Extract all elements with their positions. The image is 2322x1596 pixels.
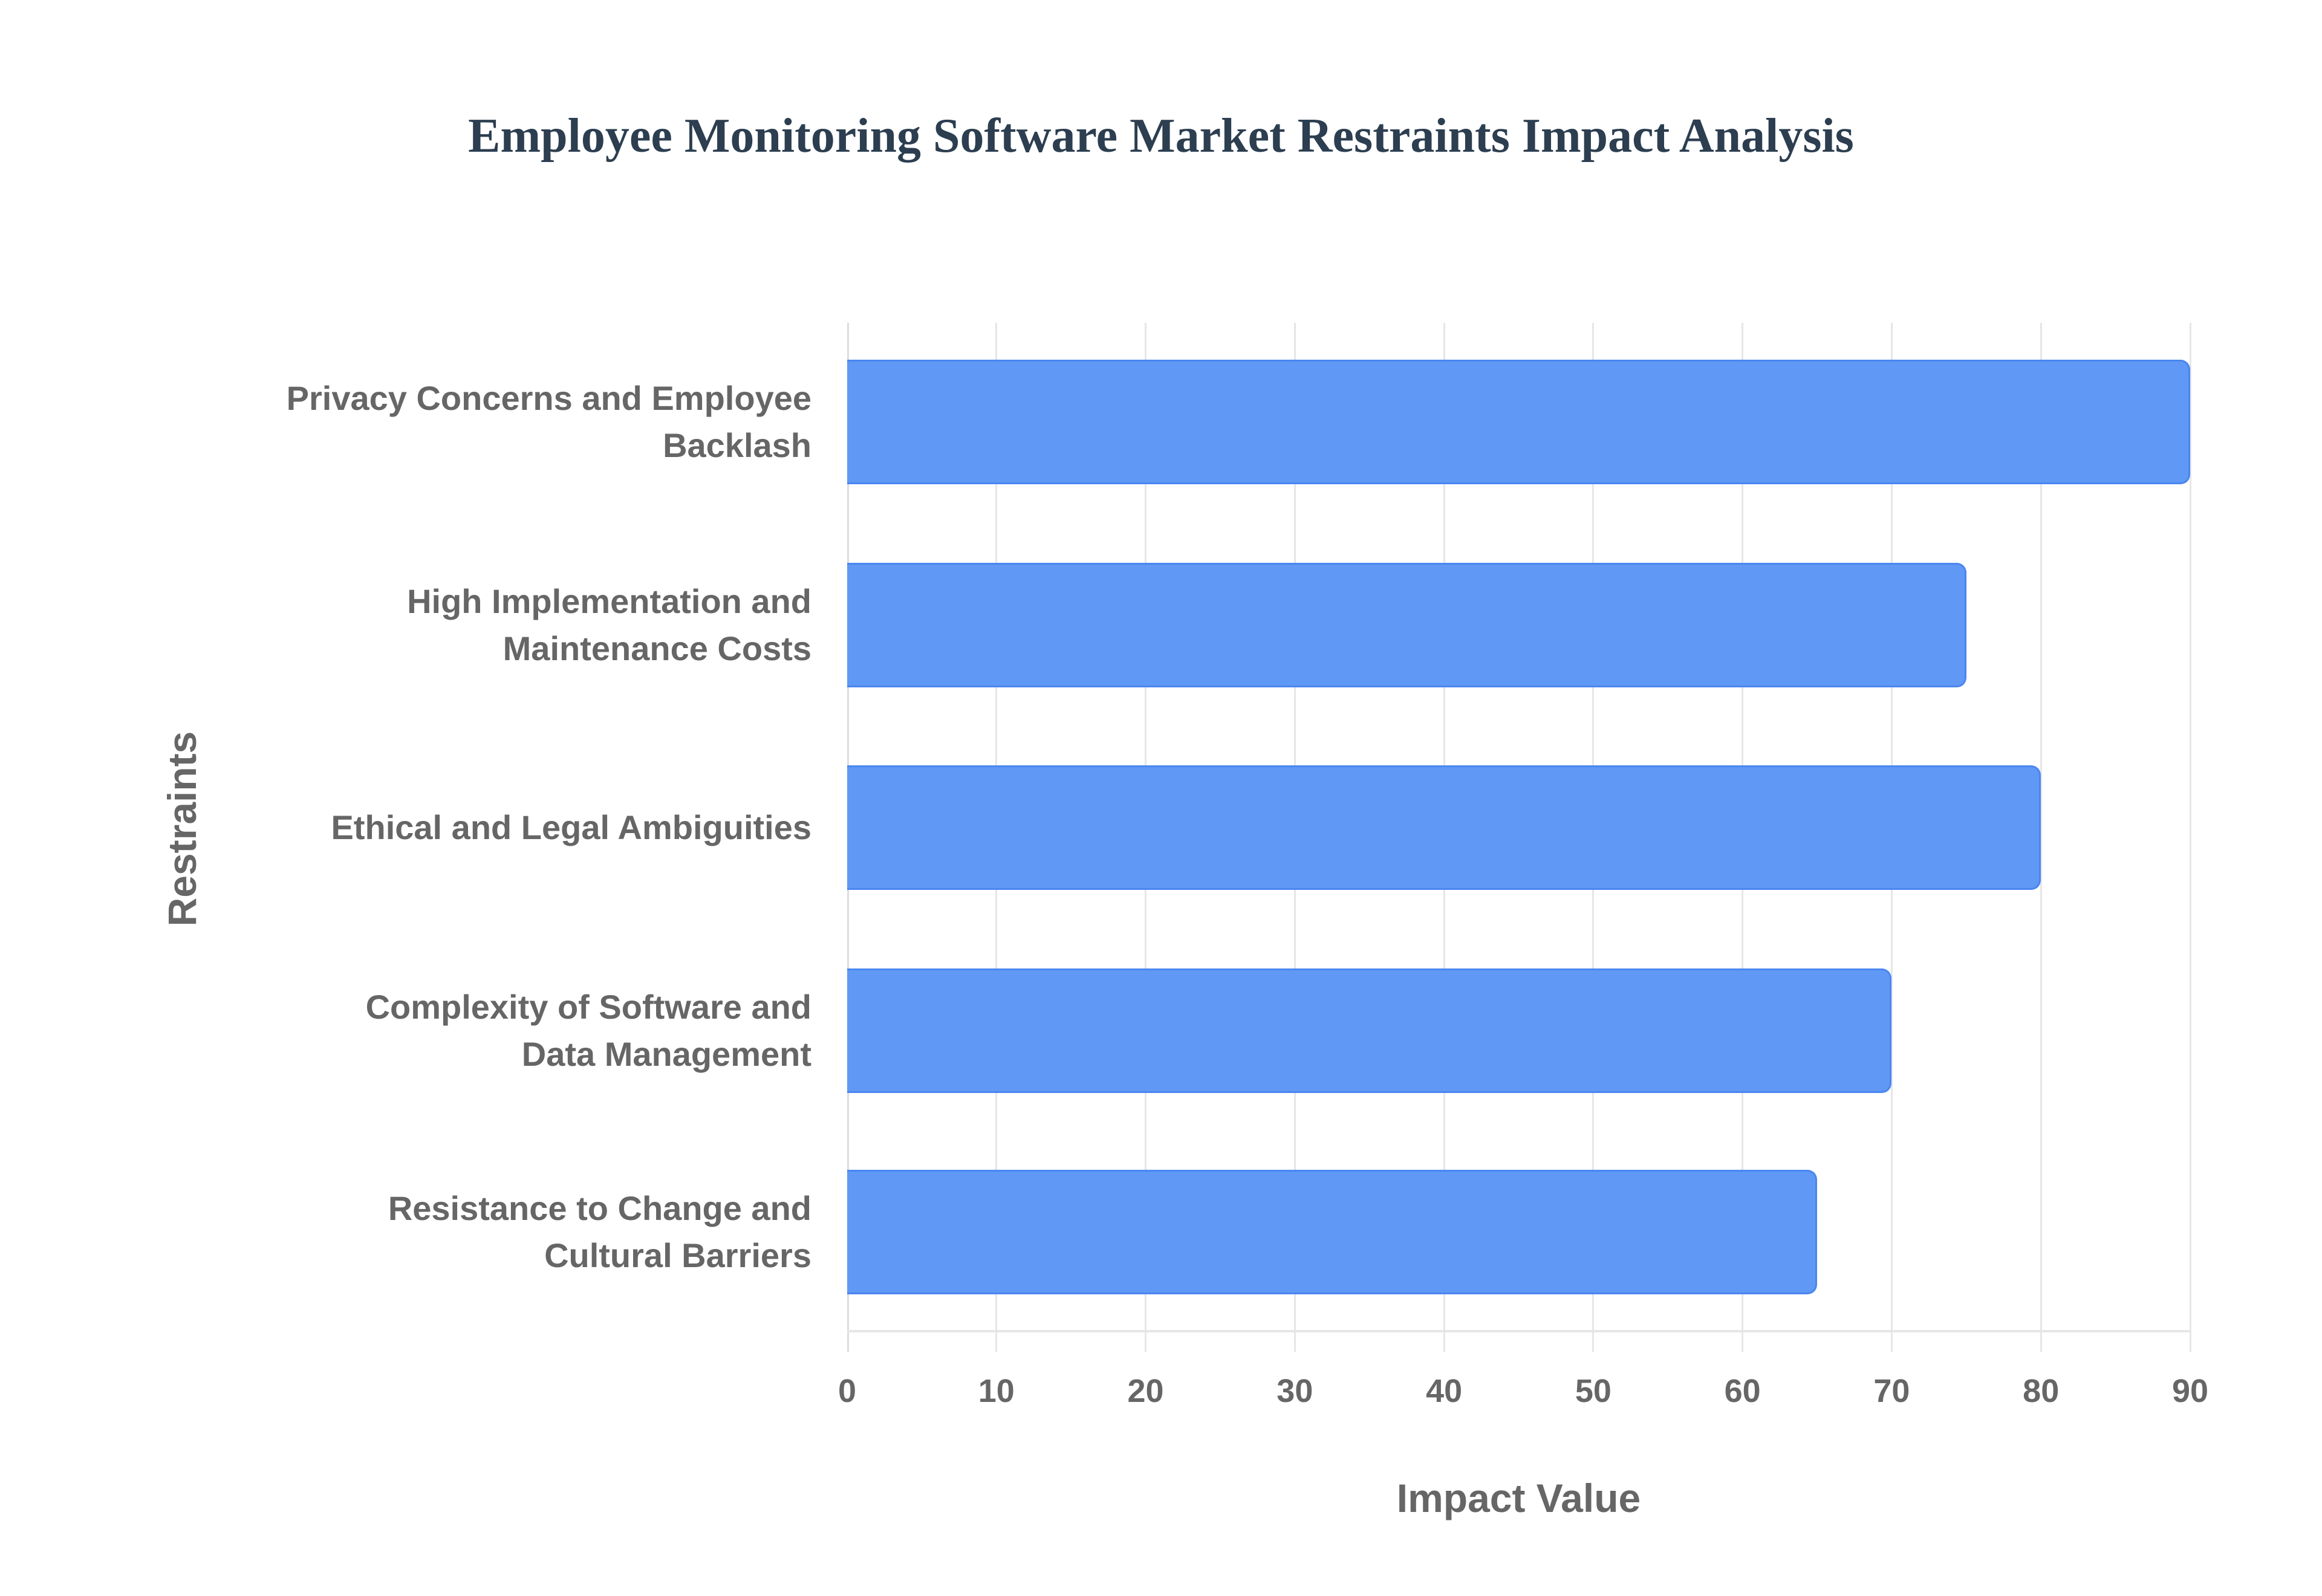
x-tick-label: 30 [1276,1373,1313,1409]
x-tick-label: 90 [2171,1373,2209,1409]
x-tick-label: 70 [1873,1373,1910,1409]
category-label-line: High Implementation and [407,582,811,620]
x-axis-label: Impact Value [1396,1476,1641,1520]
gridline [2189,323,2191,1352]
category-label: High Implementation and Maintenance Costs [146,578,811,672]
bar[interactable] [847,360,2190,484]
category-label-line: Data Management [521,1035,811,1073]
bar[interactable] [847,563,1966,687]
chart-title: Employee Monitoring Software Market Rest… [468,109,1854,163]
category-label-line: Privacy Concerns and Employee [286,379,811,417]
x-axis-line [847,1330,2190,1332]
category-label-line: Complexity of Software and [365,988,811,1026]
bar[interactable] [847,765,2041,890]
bar[interactable] [847,968,1892,1093]
gridline [2040,323,2042,1352]
category-label: Complexity of Software and Data Managemen… [146,984,811,1078]
x-tick-label: 80 [2023,1373,2060,1409]
x-tick-label: 50 [1575,1373,1611,1409]
x-tick-label: 10 [978,1373,1015,1409]
x-tick-label: 0 [837,1373,857,1409]
bar[interactable] [847,1170,1818,1294]
x-tick-label: 60 [1724,1373,1761,1409]
category-label: Privacy Concerns and Employee Backlash [146,375,811,469]
category-label-line: Ethical and Legal Ambiguities [331,808,812,846]
x-tick-label: 40 [1426,1373,1463,1409]
category-label: Ethical and Legal Ambiguities [146,804,812,851]
category-label-line: Resistance to Change and [388,1189,811,1227]
plot-area [847,323,2191,1352]
category-label-line: Cultural Barriers [544,1236,811,1274]
category-label: Resistance to Change and Cultural Barrier… [146,1185,811,1279]
category-label-line: Backlash [663,426,811,464]
x-tick-label: 20 [1127,1373,1164,1409]
category-label-line: Maintenance Costs [502,629,811,667]
